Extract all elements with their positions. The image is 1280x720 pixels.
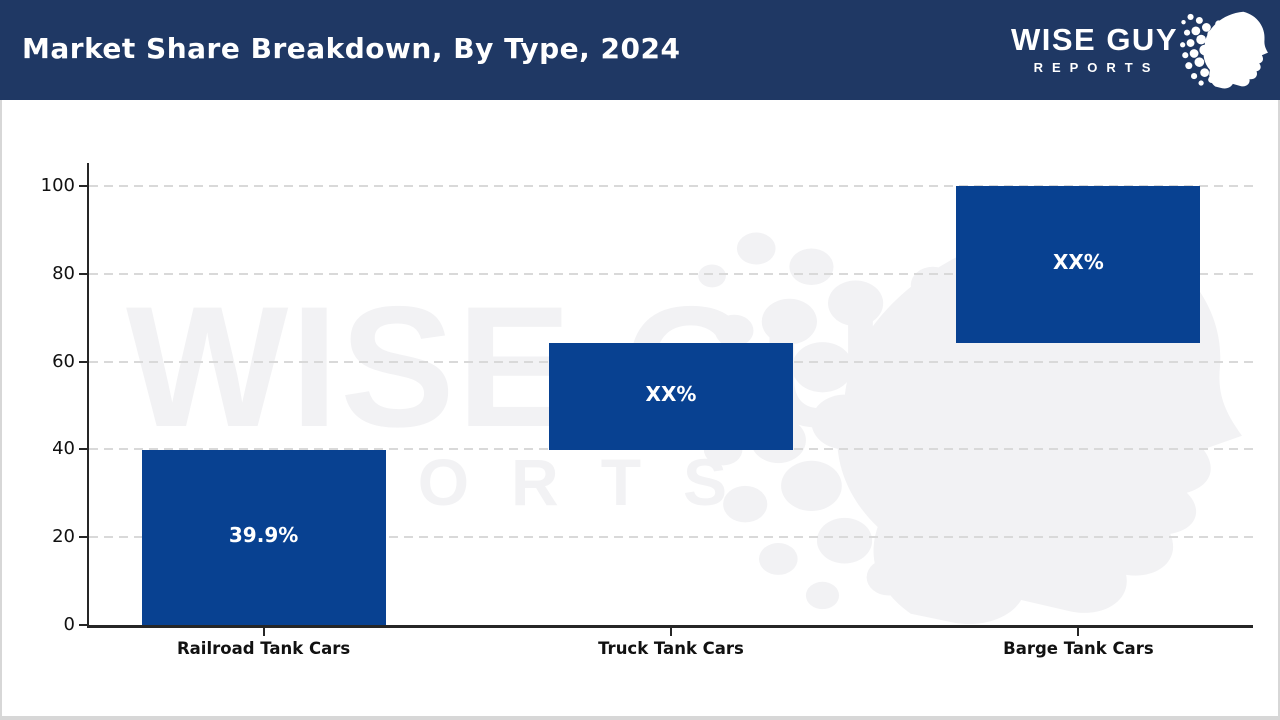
brand-head-icon [1180,11,1268,89]
bar-segment: XX% [549,343,793,450]
x-tick-0 [262,628,265,636]
y-tick-80 [79,272,87,275]
y-tick-40 [79,448,87,451]
plot-area: 0 20 40 60 80 100 Railroad Tank Cars Truck Tank… [41,163,1253,658]
x-tick-2 [1077,628,1080,636]
x-axis-line [87,625,1253,628]
brand-logo: WISE GUY REPORTS [1011,10,1268,90]
brand-wordmark: WISE GUY [1010,22,1178,57]
y-tick-60 [79,360,87,363]
bar-value-label: XX% [645,382,697,407]
y-tick-label-0: 0 [63,614,75,635]
y-tick-label-100: 100 [40,174,75,196]
y-tick-label-80: 80 [52,262,75,284]
y-tick-100 [79,184,87,187]
bar-segment: 39.9% [141,449,386,625]
right-border [1278,100,1280,720]
bar-value-label: XX% [1052,250,1104,275]
gridline-100 [89,184,1253,187]
page-title: Market Share Breakdown, By Type, 2024 [22,32,681,66]
x-category-label: Barge Tank Cars [1003,639,1154,658]
x-tick-1 [670,628,672,636]
brand-tagline: REPORTS [1033,60,1160,75]
y-tick-label-60: 60 [52,350,75,372]
y-axis-line [87,163,89,627]
bottom-border [0,716,1280,720]
gridline-80 [89,272,1253,275]
y-tick-20 [79,536,87,539]
left-border [0,100,2,720]
y-tick-label-20: 20 [52,526,75,548]
x-category-label: Truck Tank Cars [598,639,744,658]
bar-segment: XX% [956,185,1201,344]
y-tick-label-40: 40 [52,438,75,460]
bar-value-label: 39.9% [228,523,299,548]
y-tick-0 [79,624,87,626]
gridline-20 [89,536,1253,539]
x-category-label: Railroad Tank Cars [176,639,351,658]
header-bar: Market Share Breakdown, By Type, 2024 WI… [0,0,1280,100]
